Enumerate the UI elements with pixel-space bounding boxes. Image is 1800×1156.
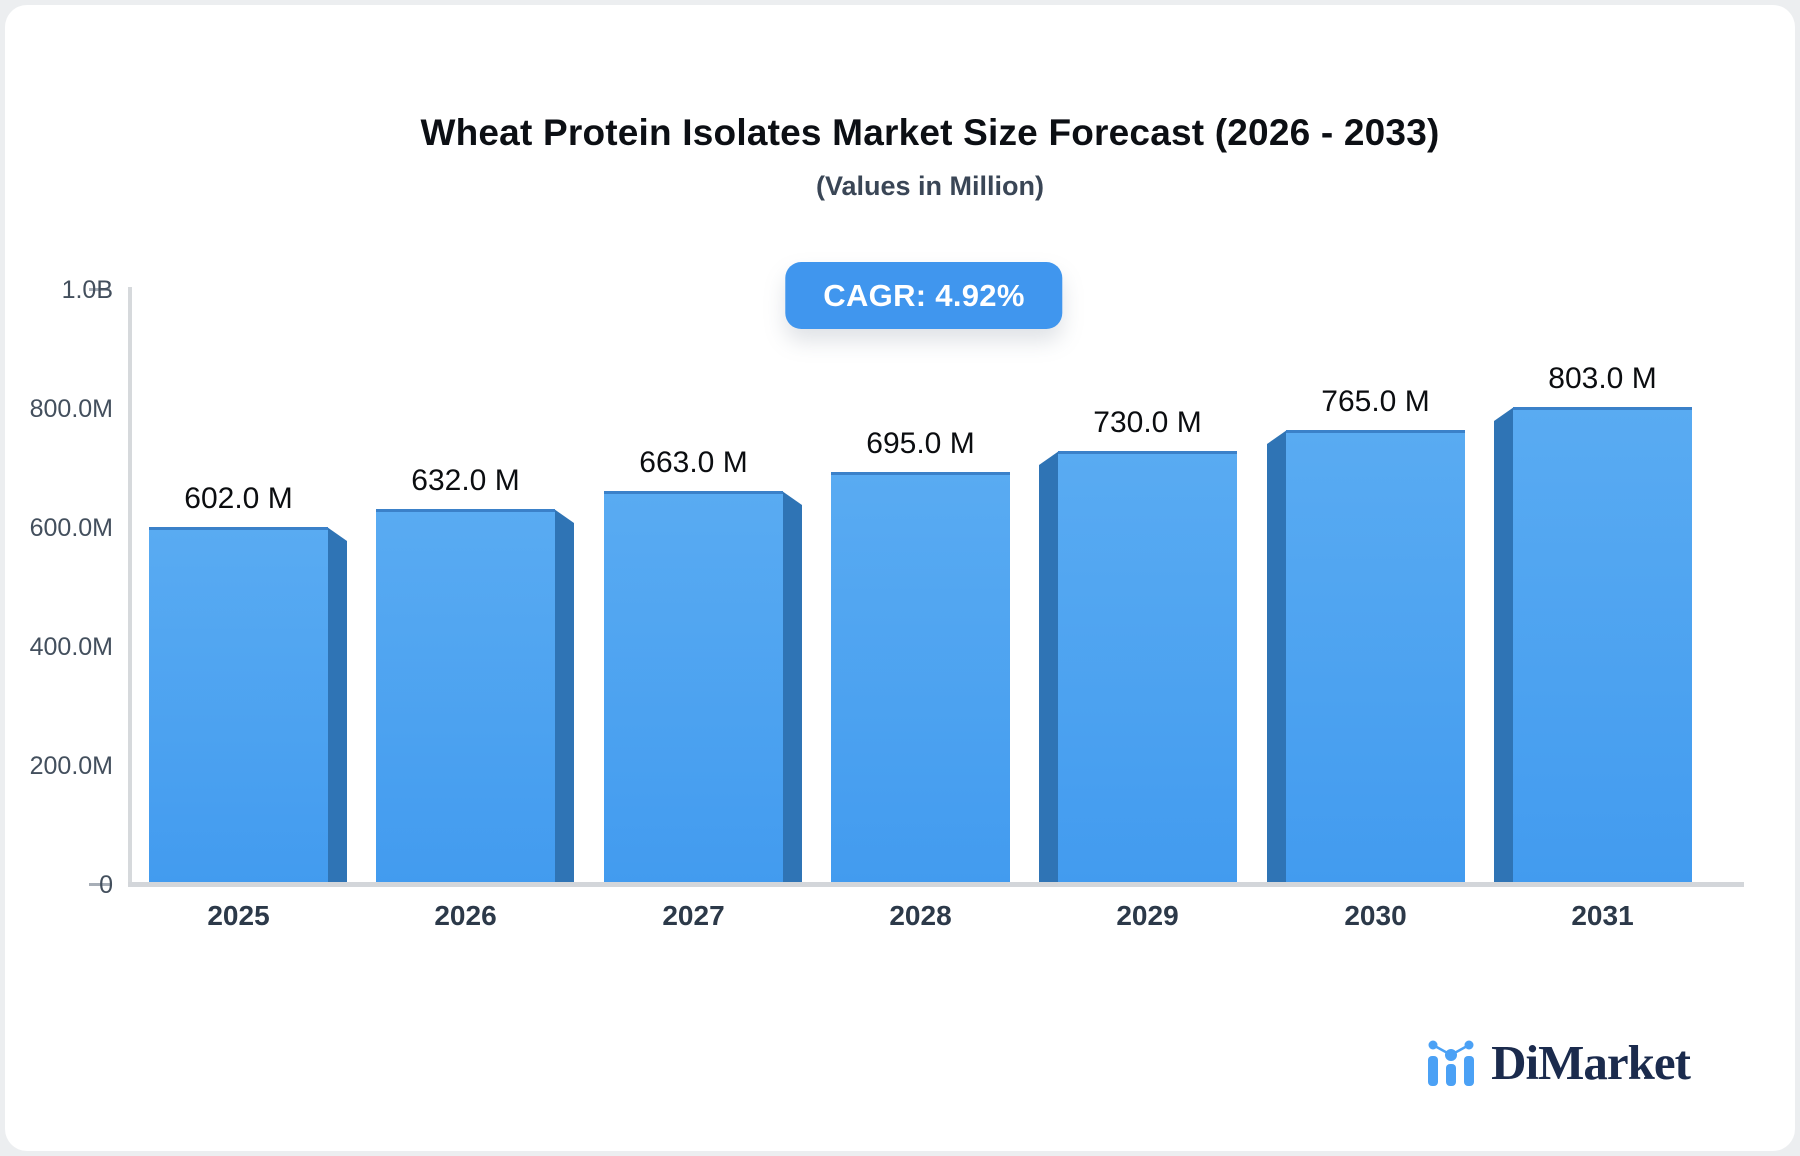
bar-value-label-2029: 730.0 M — [1093, 406, 1202, 439]
brand-logo: DiMarket — [1425, 1035, 1691, 1091]
bar-2030[interactable] — [1286, 430, 1465, 886]
x-axis-label-2029: 2029 — [1116, 900, 1179, 931]
y-tick-label-1: 800.0M — [29, 395, 113, 423]
bar-side-face-2025 — [327, 527, 347, 886]
chart-title: Wheat Protein Isolates Market Size Forec… — [420, 112, 1440, 153]
cagr-badge: CAGR: 4.92% — [785, 262, 1063, 329]
y-axis-line — [128, 287, 132, 887]
bar-value-label-2030: 765.0 M — [1321, 385, 1430, 418]
bar-value-label-2026: 632.0 M — [411, 464, 520, 497]
y-tick-label-2: 600.0M — [29, 514, 113, 542]
y-axis-tick-bottom — [89, 883, 110, 886]
bar-chart-dots-icon — [1428, 1040, 1475, 1086]
bar-2027[interactable] — [604, 491, 783, 886]
y-tick-label-4: 200.0M — [29, 752, 113, 780]
x-axis-label-2025: 2025 — [207, 900, 270, 931]
bar-value-label-2025: 602.0 M — [184, 482, 293, 515]
x-axis-label-2031: 2031 — [1571, 900, 1634, 931]
y-tick-label-0: 1.0B — [61, 276, 113, 304]
bar-side-face-2029 — [1039, 451, 1059, 886]
bar-side-face-2027 — [782, 491, 802, 886]
x-axis-baseline — [128, 882, 1744, 887]
bar-2025[interactable] — [149, 527, 328, 886]
bar-value-label-2028: 695.0 M — [866, 427, 975, 460]
bar-side-face-2026 — [554, 509, 574, 886]
bar-2026[interactable] — [376, 509, 555, 886]
y-axis-tick-top — [89, 288, 110, 291]
bar-value-label-2027: 663.0 M — [639, 446, 748, 479]
chart-subtitle: (Values in Million) — [815, 171, 1045, 201]
bar-side-face-2031 — [1494, 407, 1514, 886]
bar-2031[interactable] — [1513, 407, 1692, 886]
y-tick-label-3: 400.0M — [29, 633, 113, 661]
bar-value-label-2031: 803.0 M — [1548, 362, 1657, 395]
y-tick-label-5: 0 — [99, 871, 113, 899]
x-axis-label-2026: 2026 — [434, 900, 497, 931]
x-axis-label-2030: 2030 — [1344, 900, 1407, 931]
bar-2029[interactable] — [1058, 451, 1237, 886]
bar-side-face-2030 — [1267, 430, 1287, 886]
bar-2028[interactable] — [831, 472, 1010, 886]
x-axis-label-2027: 2027 — [662, 900, 725, 931]
x-axis-label-2028: 2028 — [889, 900, 952, 931]
brand-logo-text: DiMarket — [1491, 1035, 1691, 1090]
